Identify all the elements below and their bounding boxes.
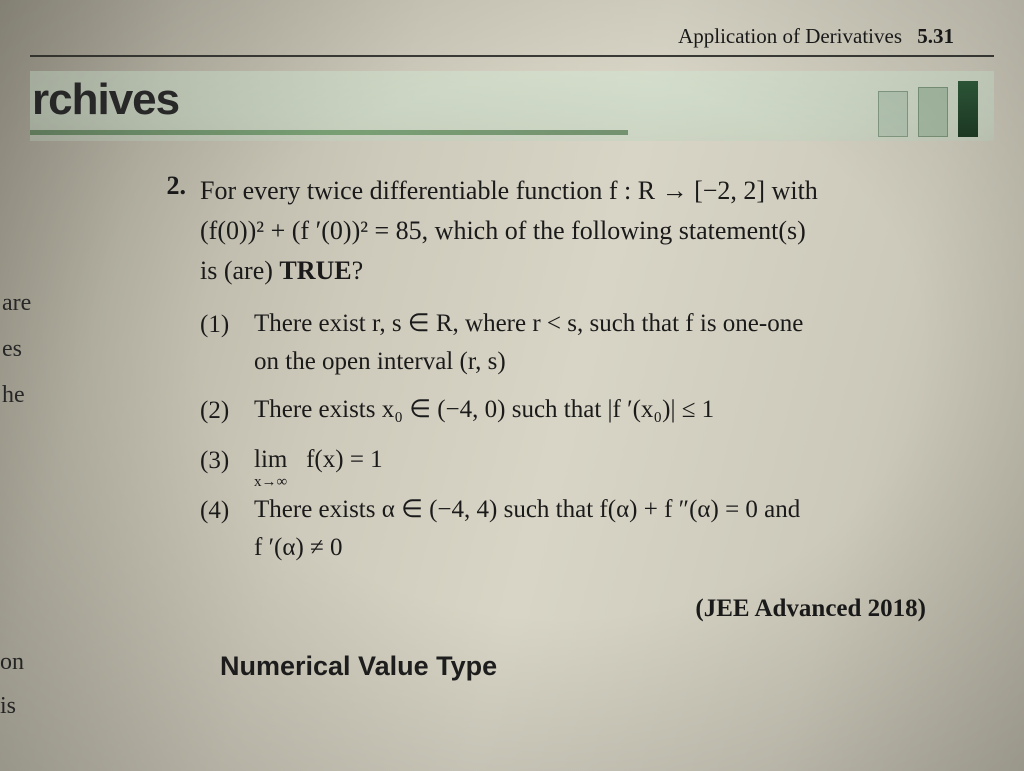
option-text: There exists x₀ ∈ (−4, 0) such that |f ′… [254, 391, 954, 431]
option-text: limx→∞ f(x) = 1 [254, 441, 954, 481]
question-source: (JEE Advanced 2018) [150, 595, 954, 623]
decor-box-1 [878, 91, 908, 137]
fragment: es [0, 326, 31, 372]
option: (4) There exists α ∈ (−4, 4) such that f… [200, 491, 954, 567]
decor-box-2 [918, 87, 948, 137]
fragment: is [0, 684, 24, 728]
section-header-banner: rchives [30, 71, 994, 141]
option: (1) There exist r, s ∈ R, where r < s, s… [200, 305, 954, 381]
question-number: 2. [150, 171, 200, 577]
option-line: There exists α ∈ (−4, 4) such that f(α) … [254, 491, 954, 529]
question-row: 2. For every twice differentiable functi… [150, 171, 954, 577]
section-underline [30, 130, 628, 135]
option-text: There exist r, s ∈ R, where r < s, such … [254, 305, 954, 381]
running-header: Application of Derivatives 5.31 [30, 24, 994, 57]
option-label: (2) [200, 391, 254, 431]
left-margin-cutoff-top: are es he [0, 280, 31, 418]
stem-line: is (are) TRUE? [200, 251, 954, 291]
option-line: f ′(α) ≠ 0 [254, 529, 954, 567]
decor-box-3 [958, 81, 978, 137]
stem-line: (f(0))² + (f ′(0))² = 85, which of the f… [200, 211, 954, 251]
question-body: For every twice differentiable function … [200, 171, 954, 577]
emphasis: TRUE [279, 256, 351, 285]
fragment: he [0, 372, 31, 418]
left-margin-cutoff-bottom: on is [0, 640, 24, 728]
options-list: (1) There exist r, s ∈ R, where r < s, s… [200, 305, 954, 567]
stem-line: For every twice differentiable function … [200, 171, 954, 211]
option: (2) There exists x₀ ∈ (−4, 0) such that … [200, 391, 954, 431]
header-decor-boxes [878, 81, 978, 137]
option-line: There exist r, s ∈ R, where r < s, such … [254, 305, 954, 343]
question-content: 2. For every twice differentiable functi… [30, 171, 994, 682]
option-line: limx→∞ f(x) = 1 [254, 441, 954, 479]
page-number: 5.31 [917, 24, 954, 48]
next-section-heading: Numerical Value Type [220, 651, 954, 682]
option: (3) limx→∞ f(x) = 1 [200, 441, 954, 481]
option-line: There exists x₀ ∈ (−4, 0) such that |f ′… [254, 391, 954, 429]
option-label: (4) [200, 491, 254, 567]
question-stem: For every twice differentiable function … [200, 171, 954, 291]
section-title: rchives [30, 71, 994, 125]
option-text: There exists α ∈ (−4, 4) such that f(α) … [254, 491, 954, 567]
chapter-title: Application of Derivatives [678, 24, 902, 48]
fragment: are [0, 280, 31, 326]
page-container: Application of Derivatives 5.31 rchives … [0, 0, 1024, 771]
fragment: on [0, 640, 24, 684]
option-line: on the open interval (r, s) [254, 343, 954, 381]
option-label: (1) [200, 305, 254, 381]
option-label: (3) [200, 441, 254, 481]
